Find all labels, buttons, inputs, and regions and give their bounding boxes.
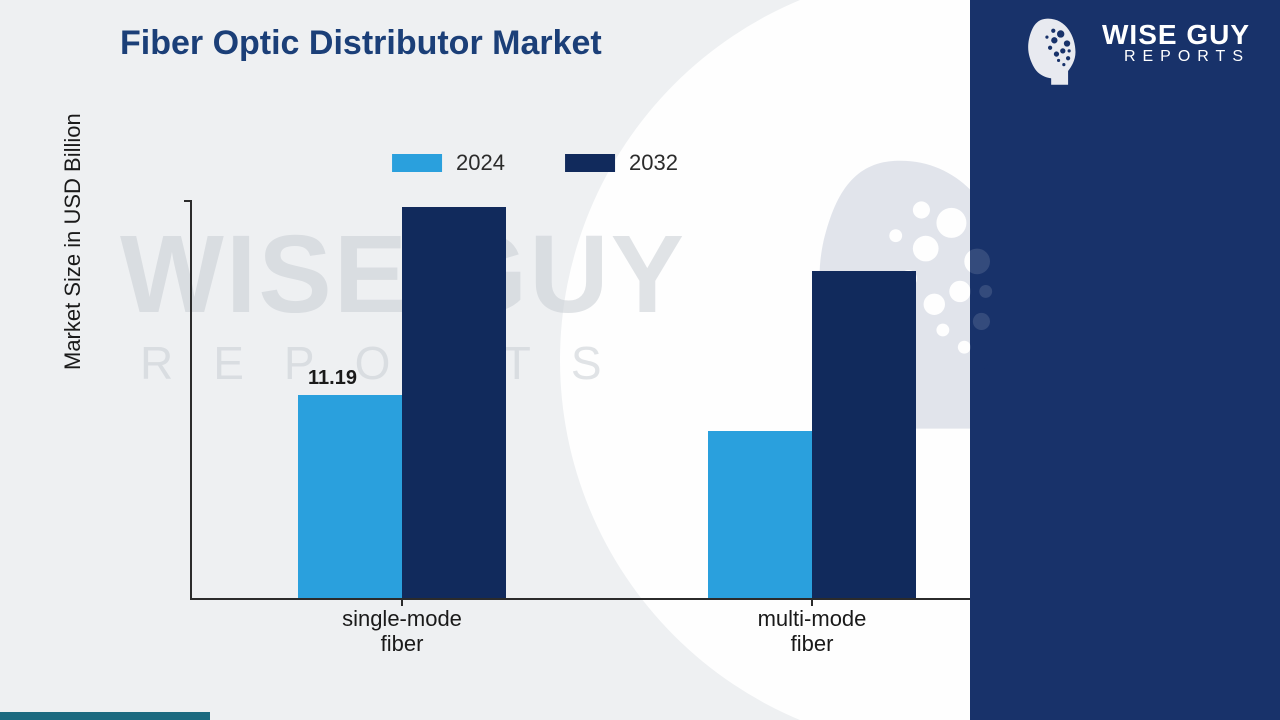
legend-swatch-2024 [392, 154, 442, 172]
brand: WISE GUY REPORTS [1102, 20, 1250, 66]
legend: 2024 2032 [392, 150, 678, 176]
bars-multi-mode [662, 198, 962, 598]
bar-value-label-single-mode-2024: 11.19 [308, 367, 357, 390]
legend-item-2024: 2024 [392, 150, 505, 176]
stage: WISE GUY REPORTS Fiber Optic Distributor… [0, 0, 1280, 720]
bar-single-mode-2032 [402, 207, 506, 598]
chart-title: Fiber Optic Distributor Market [120, 24, 602, 63]
brand-line2: REPORTS [1102, 49, 1250, 66]
brand-head-icon [1016, 16, 1080, 90]
y-axis-label: Market Size in USD Billion [60, 113, 86, 370]
legend-label-2032: 2032 [629, 150, 678, 176]
y-axis-top-tick [184, 200, 192, 202]
bars-single-mode: 11.19 [252, 198, 552, 598]
chart: Market Size in USD Billion 2024 2032 11.… [100, 130, 970, 670]
x-tick-multi-mode [811, 598, 813, 606]
legend-swatch-2032 [565, 154, 615, 172]
bar-single-mode-2024 [298, 395, 402, 598]
bar-multi-mode-2032 [812, 271, 916, 598]
x-label-multi-mode: multi-modefiber [712, 606, 912, 657]
bar-group-single-mode: 11.19 single-modefiber [252, 198, 552, 598]
right-panel [970, 0, 1280, 720]
brand-line1: WISE GUY [1102, 20, 1250, 49]
bar-multi-mode-2024 [708, 431, 812, 598]
x-tick-single-mode [401, 598, 403, 606]
bar-group-multi-mode: multi-modefiber [662, 198, 962, 598]
legend-label-2024: 2024 [456, 150, 505, 176]
legend-item-2032: 2032 [565, 150, 678, 176]
plot-area: 11.19 single-modefiber multi-modefiber [190, 200, 970, 600]
footer-accent [0, 712, 210, 720]
x-label-single-mode: single-modefiber [302, 606, 502, 657]
